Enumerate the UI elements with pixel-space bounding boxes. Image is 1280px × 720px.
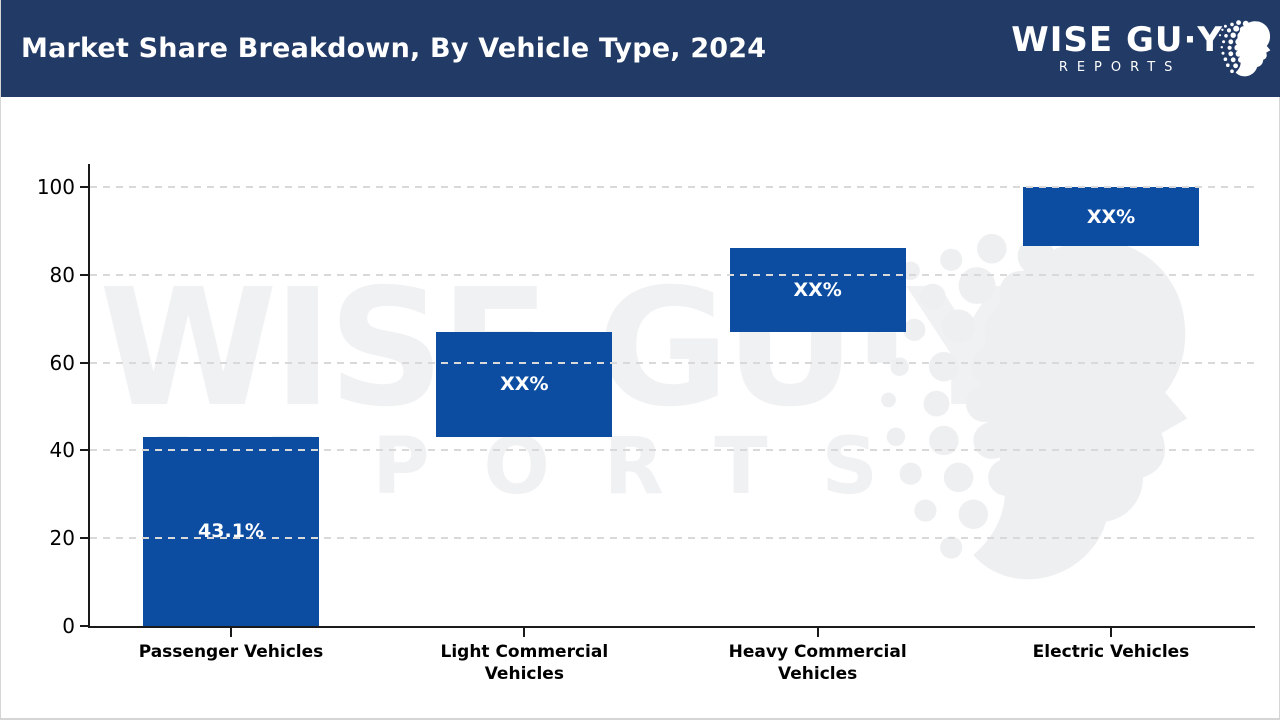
header: Market Share Breakdown, By Vehicle Type,… bbox=[1, 0, 1280, 97]
y-axis-tick bbox=[80, 537, 89, 540]
y-axis-tick-label: 20 bbox=[49, 526, 75, 551]
x-axis-tick bbox=[230, 628, 232, 637]
y-gridline bbox=[90, 537, 1255, 540]
bar-value-label: XX% bbox=[500, 373, 549, 396]
y-axis-tick bbox=[80, 186, 89, 188]
y-axis-line bbox=[88, 164, 90, 628]
x-axis-tick bbox=[523, 628, 526, 637]
y-axis-tick bbox=[80, 625, 89, 627]
y-axis-tick bbox=[80, 449, 89, 452]
bar-2 bbox=[436, 331, 613, 437]
x-axis-category-label: Heavy Commercial Vehicles bbox=[728, 642, 907, 685]
y-axis-tick-label: 40 bbox=[49, 438, 75, 463]
y-axis-tick-label: 80 bbox=[49, 262, 75, 287]
page-title: Market Share Breakdown, By Vehicle Type,… bbox=[21, 33, 767, 64]
y-gridline bbox=[90, 186, 1255, 188]
logo-brand-text: WISE GU·Y bbox=[1011, 19, 1223, 60]
logo-subtitle-text: REPORTS bbox=[1058, 59, 1182, 75]
bar-1 bbox=[143, 436, 319, 626]
x-axis-category-label: Electric Vehicles bbox=[1032, 642, 1190, 662]
y-gridline bbox=[90, 449, 1255, 452]
y-gridline bbox=[90, 361, 1255, 364]
x-axis-category-label: Passenger Vehicles bbox=[138, 642, 324, 662]
bar-value-label: 43.1% bbox=[198, 520, 264, 543]
x-axis-tick bbox=[816, 628, 819, 637]
y-axis-tick bbox=[80, 361, 89, 364]
x-axis-line bbox=[88, 626, 1255, 628]
x-axis-tick bbox=[1109, 628, 1112, 637]
y-axis-tick bbox=[80, 273, 89, 276]
y-axis-tick-label: 100 bbox=[36, 175, 75, 199]
y-axis-tick-label: 60 bbox=[49, 350, 75, 375]
y-axis-tick-label: 0 bbox=[62, 614, 75, 638]
bar-value-label: XX% bbox=[1086, 205, 1136, 228]
logo-text: WISE GU·Y REPORTS bbox=[1011, 23, 1223, 75]
y-gridline bbox=[90, 273, 1255, 276]
wiseguy-logo: WISE GU·Y REPORTS bbox=[1011, 0, 1271, 97]
bar-value-label: XX% bbox=[793, 278, 842, 301]
x-axis-category-label: Light Commercial Vehicles bbox=[440, 642, 609, 685]
